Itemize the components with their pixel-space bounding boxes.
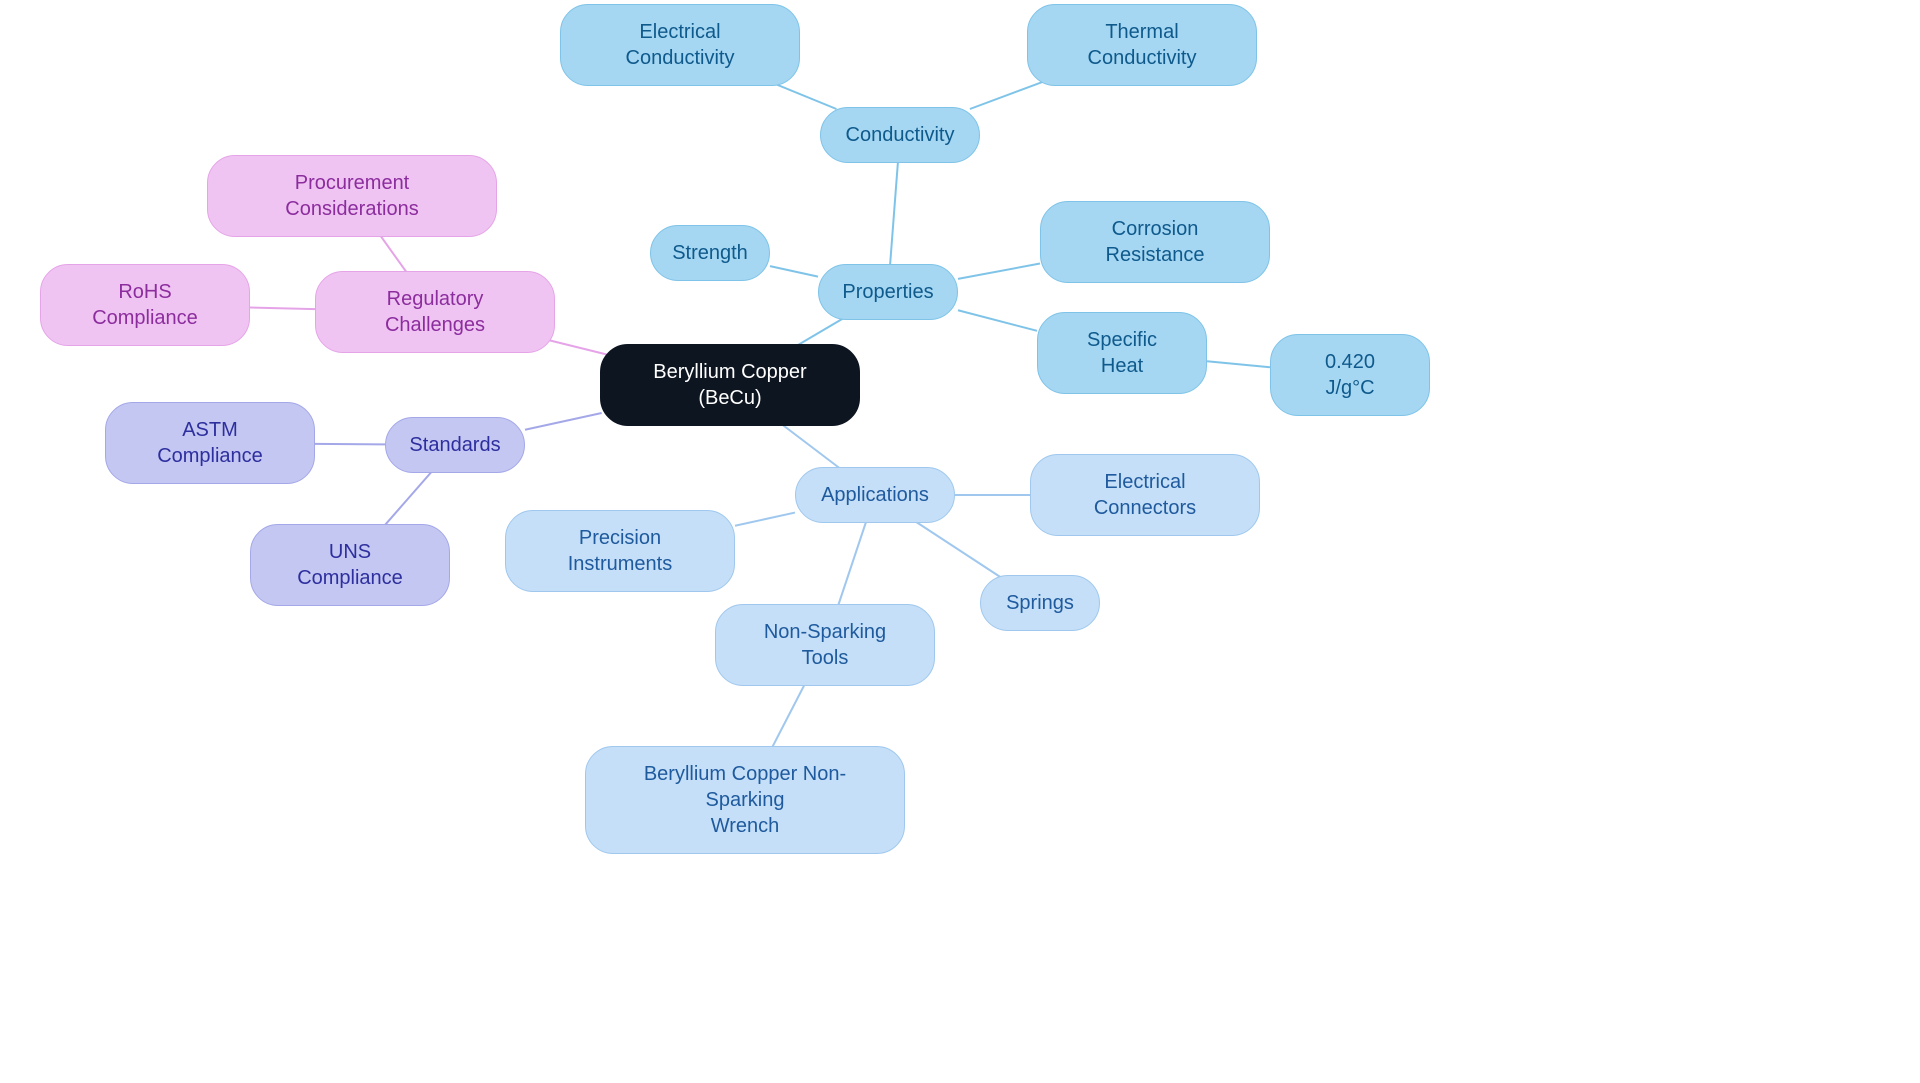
- edge: [250, 308, 315, 310]
- node-label: Procurement Considerations: [236, 170, 468, 222]
- edge: [915, 521, 1001, 577]
- node-spheatval[interactable]: 0.420 J/g°C: [1270, 334, 1430, 416]
- node-label: Thermal Conductivity: [1056, 19, 1228, 71]
- node-label: Standards: [409, 432, 500, 458]
- node-label: Specific Heat: [1066, 327, 1178, 379]
- edge: [735, 513, 795, 526]
- edge: [890, 161, 898, 266]
- node-label: Beryllium Copper Non-Sparking Wrench: [614, 761, 876, 839]
- node-label: Properties: [842, 279, 933, 305]
- node-procure[interactable]: Procurement Considerations: [207, 155, 497, 237]
- node-label: ASTM Compliance: [134, 417, 286, 469]
- node-precision[interactable]: Precision Instruments: [505, 510, 735, 592]
- node-corrosion[interactable]: Corrosion Resistance: [1040, 201, 1270, 283]
- node-apps[interactable]: Applications: [795, 467, 955, 523]
- node-regulatory[interactable]: Regulatory Challenges: [315, 271, 555, 353]
- node-label: Applications: [821, 482, 929, 508]
- node-connectors[interactable]: Electrical Connectors: [1030, 454, 1260, 536]
- node-label: 0.420 J/g°C: [1299, 349, 1401, 401]
- node-thermal[interactable]: Thermal Conductivity: [1027, 4, 1257, 86]
- node-elec[interactable]: Electrical Conductivity: [560, 4, 800, 86]
- node-label: Precision Instruments: [534, 525, 706, 577]
- edge: [958, 310, 1037, 331]
- node-label: UNS Compliance: [279, 539, 421, 591]
- node-uns[interactable]: UNS Compliance: [250, 524, 450, 606]
- node-rohs[interactable]: RoHS Compliance: [40, 264, 250, 346]
- node-label: Electrical Connectors: [1059, 469, 1231, 521]
- node-label: Strength: [672, 240, 748, 266]
- edge: [525, 413, 602, 430]
- node-label: Springs: [1006, 590, 1074, 616]
- node-astm[interactable]: ASTM Compliance: [105, 402, 315, 484]
- node-nonspark[interactable]: Non-Sparking Tools: [715, 604, 935, 686]
- node-spheat[interactable]: Specific Heat: [1037, 312, 1207, 394]
- node-wrench[interactable]: Beryllium Copper Non-Sparking Wrench: [585, 746, 905, 854]
- node-label: Regulatory Challenges: [344, 286, 526, 338]
- node-springs[interactable]: Springs: [980, 575, 1100, 631]
- node-strength[interactable]: Strength: [650, 225, 770, 281]
- edge: [958, 264, 1040, 279]
- node-label: RoHS Compliance: [69, 279, 221, 331]
- node-label: Conductivity: [846, 122, 955, 148]
- node-label: Corrosion Resistance: [1069, 216, 1241, 268]
- node-standards[interactable]: Standards: [385, 417, 525, 473]
- edge: [315, 444, 385, 445]
- node-label: Electrical Conductivity: [589, 19, 771, 71]
- node-conduct[interactable]: Conductivity: [820, 107, 980, 163]
- node-root[interactable]: Beryllium Copper (BeCu): [600, 344, 860, 426]
- edge: [1207, 361, 1270, 367]
- node-label: Non-Sparking Tools: [744, 619, 906, 671]
- edge: [770, 266, 818, 277]
- node-label: Beryllium Copper (BeCu): [629, 359, 831, 411]
- node-properties[interactable]: Properties: [818, 264, 958, 320]
